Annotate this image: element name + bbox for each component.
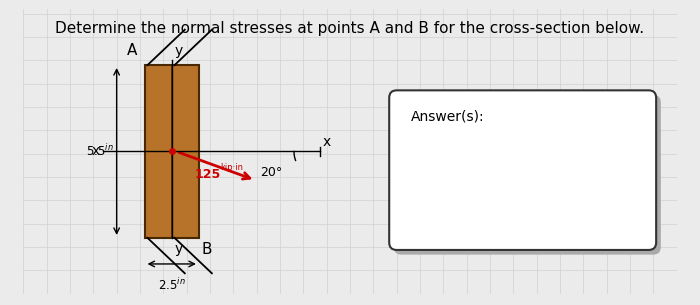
Text: y: y [174,242,183,257]
Text: 5.5$^{in}$: 5.5$^{in}$ [86,144,113,160]
Text: Answer(s):: Answer(s): [411,109,484,123]
Text: 125: 125 [195,168,221,181]
Text: kip·in: kip·in [220,163,244,172]
FancyBboxPatch shape [389,90,656,250]
FancyBboxPatch shape [394,95,661,255]
Text: B: B [202,242,212,257]
Text: A: A [127,43,137,58]
Text: Determine the normal stresses at points A and B for the cross-section below.: Determine the normal stresses at points … [55,21,645,36]
Text: y: y [174,44,183,58]
Text: x: x [323,135,331,149]
Bar [145,65,199,238]
Text: 2.5$^{in}$: 2.5$^{in}$ [158,277,186,293]
Text: x: x [92,145,100,159]
Text: 20°: 20° [260,166,282,179]
